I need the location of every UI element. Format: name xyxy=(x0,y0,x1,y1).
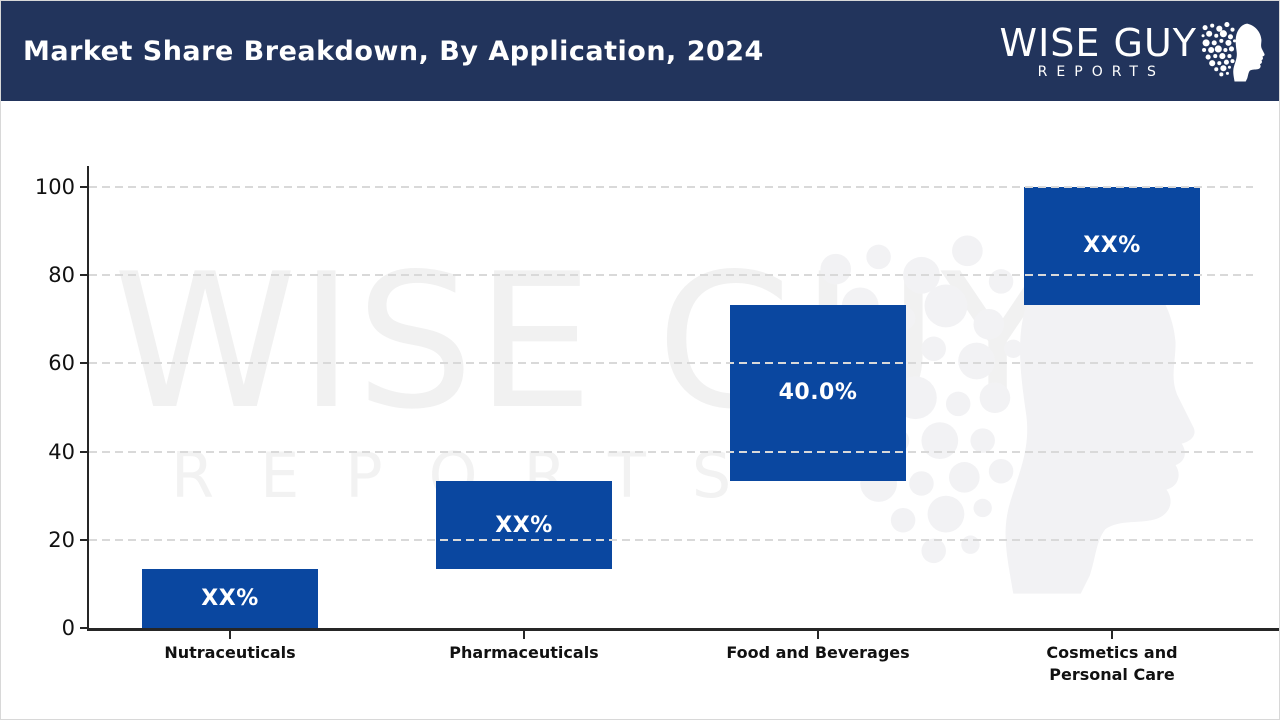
x-tick-2 xyxy=(817,631,819,639)
x-tick-0 xyxy=(229,631,231,639)
y-tick-label-60: 60 xyxy=(48,351,75,376)
gridline-100 xyxy=(89,186,1253,188)
header-bar: Market Share Breakdown, By Application, … xyxy=(1,1,1279,101)
bar-value-label-1: XX% xyxy=(495,512,553,538)
bar-1: XX% xyxy=(436,481,612,570)
chart-title: Market Share Breakdown, By Application, … xyxy=(23,35,764,67)
y-tick-60 xyxy=(80,362,89,365)
y-tick-label-0: 0 xyxy=(61,616,75,640)
y-tick-100 xyxy=(80,186,89,188)
y-tick-label-80: 80 xyxy=(48,263,75,288)
y-tick-label-20: 20 xyxy=(48,527,75,552)
x-tick-3 xyxy=(1111,631,1113,639)
y-tick-0 xyxy=(80,627,89,629)
gridline-80 xyxy=(89,274,1253,277)
bar-0: XX% xyxy=(142,569,318,628)
bar-3: XX% xyxy=(1024,187,1200,305)
logo-wordmark: WISE GUY xyxy=(999,20,1197,65)
logo-subtitle: REPORTS xyxy=(1037,63,1165,80)
y-tick-label-100: 100 xyxy=(34,175,75,199)
y-tick-80 xyxy=(80,274,89,277)
x-tick-1 xyxy=(523,631,525,639)
x-category-label-2: Food and Beverages xyxy=(726,643,910,662)
y-axis-line xyxy=(87,166,89,631)
y-tick-40 xyxy=(80,450,89,453)
bar-value-label-2: 40.0% xyxy=(778,380,858,406)
bar-value-label-3: XX% xyxy=(1083,233,1141,259)
bar-2: 40.0% xyxy=(730,304,906,482)
logo-wordmark-block: WISE GUY REPORTS xyxy=(1000,24,1197,79)
gridline-40 xyxy=(89,450,1253,453)
wiseguy-logo: WISE GUY REPORTS xyxy=(1000,11,1279,91)
x-category-label-3: Cosmetics and Personal Care xyxy=(1046,643,1178,684)
x-category-label-0: Nutraceuticals xyxy=(164,643,296,662)
x-axis-line xyxy=(87,628,1279,631)
y-tick-label-40: 40 xyxy=(48,439,75,464)
gridline-60 xyxy=(89,362,1253,365)
gridline-20 xyxy=(89,538,1253,541)
x-category-label-1: Pharmaceuticals xyxy=(449,643,599,662)
wiseguy-head-icon xyxy=(1199,11,1265,91)
bar-value-label-0: XX% xyxy=(201,586,259,612)
y-tick-20 xyxy=(80,538,89,541)
